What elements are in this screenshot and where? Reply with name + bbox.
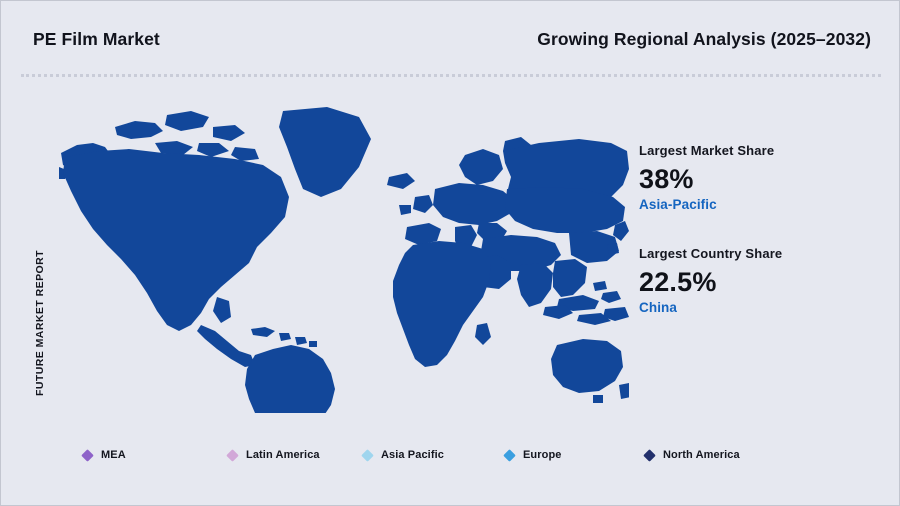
legend-label-mea: MEA	[101, 449, 126, 461]
stat-region-country-share: China	[639, 300, 678, 316]
stat-label-country-share: Largest Country Share	[639, 246, 783, 262]
world-map	[59, 93, 629, 413]
stat-region-market-share: Asia-Pacific	[639, 197, 717, 213]
page-subtitle: Growing Regional Analysis (2025–2032)	[537, 28, 871, 49]
legend-item-mea: MEA	[81, 448, 228, 462]
stat-block-market-share: Largest Market Share 38% Asia-Pacific	[639, 143, 879, 212]
legend-marker-mea	[81, 448, 94, 462]
brand-vertical-text: FUTURE MARKET REPORT	[34, 249, 46, 397]
legend-marker-north-america	[643, 448, 656, 462]
legend-item-asia-pacific: Asia Pacific	[361, 448, 505, 462]
map-legend: MEA Latin America Asia Pacific Europe No…	[81, 448, 783, 462]
legend-label-north-america: North America	[663, 449, 740, 461]
stat-value-market-share: 38%	[639, 164, 694, 194]
legend-label-asia-pacific: Asia Pacific	[381, 449, 444, 461]
stat-label-market-share: Largest Market Share	[639, 143, 775, 158]
legend-label-latin-america: Latin America	[246, 449, 320, 461]
header: PE Film Market Growing Regional Analysis…	[1, 1, 899, 77]
legend-item-europe: Europe	[503, 448, 645, 462]
stat-value-country-share: 22.5%	[639, 267, 717, 298]
header-divider	[21, 74, 881, 77]
legend-item-north-america: North America	[643, 448, 740, 462]
legend-marker-europe	[503, 448, 516, 462]
world-map-landmasses	[59, 107, 629, 413]
stats-panel: Largest Market Share 38% Asia-Pacific La…	[639, 143, 879, 315]
stat-block-country-share: Largest Country Share 22.5% China	[639, 246, 879, 315]
page-title: PE Film Market	[33, 28, 160, 49]
legend-marker-asia-pacific	[361, 448, 374, 462]
legend-label-europe: Europe	[523, 449, 562, 461]
legend-marker-latin-america	[226, 448, 239, 462]
brand-vertical-label: FUTURE MARKET REPORT	[31, 233, 49, 413]
legend-item-latin-america: Latin America	[226, 448, 363, 462]
